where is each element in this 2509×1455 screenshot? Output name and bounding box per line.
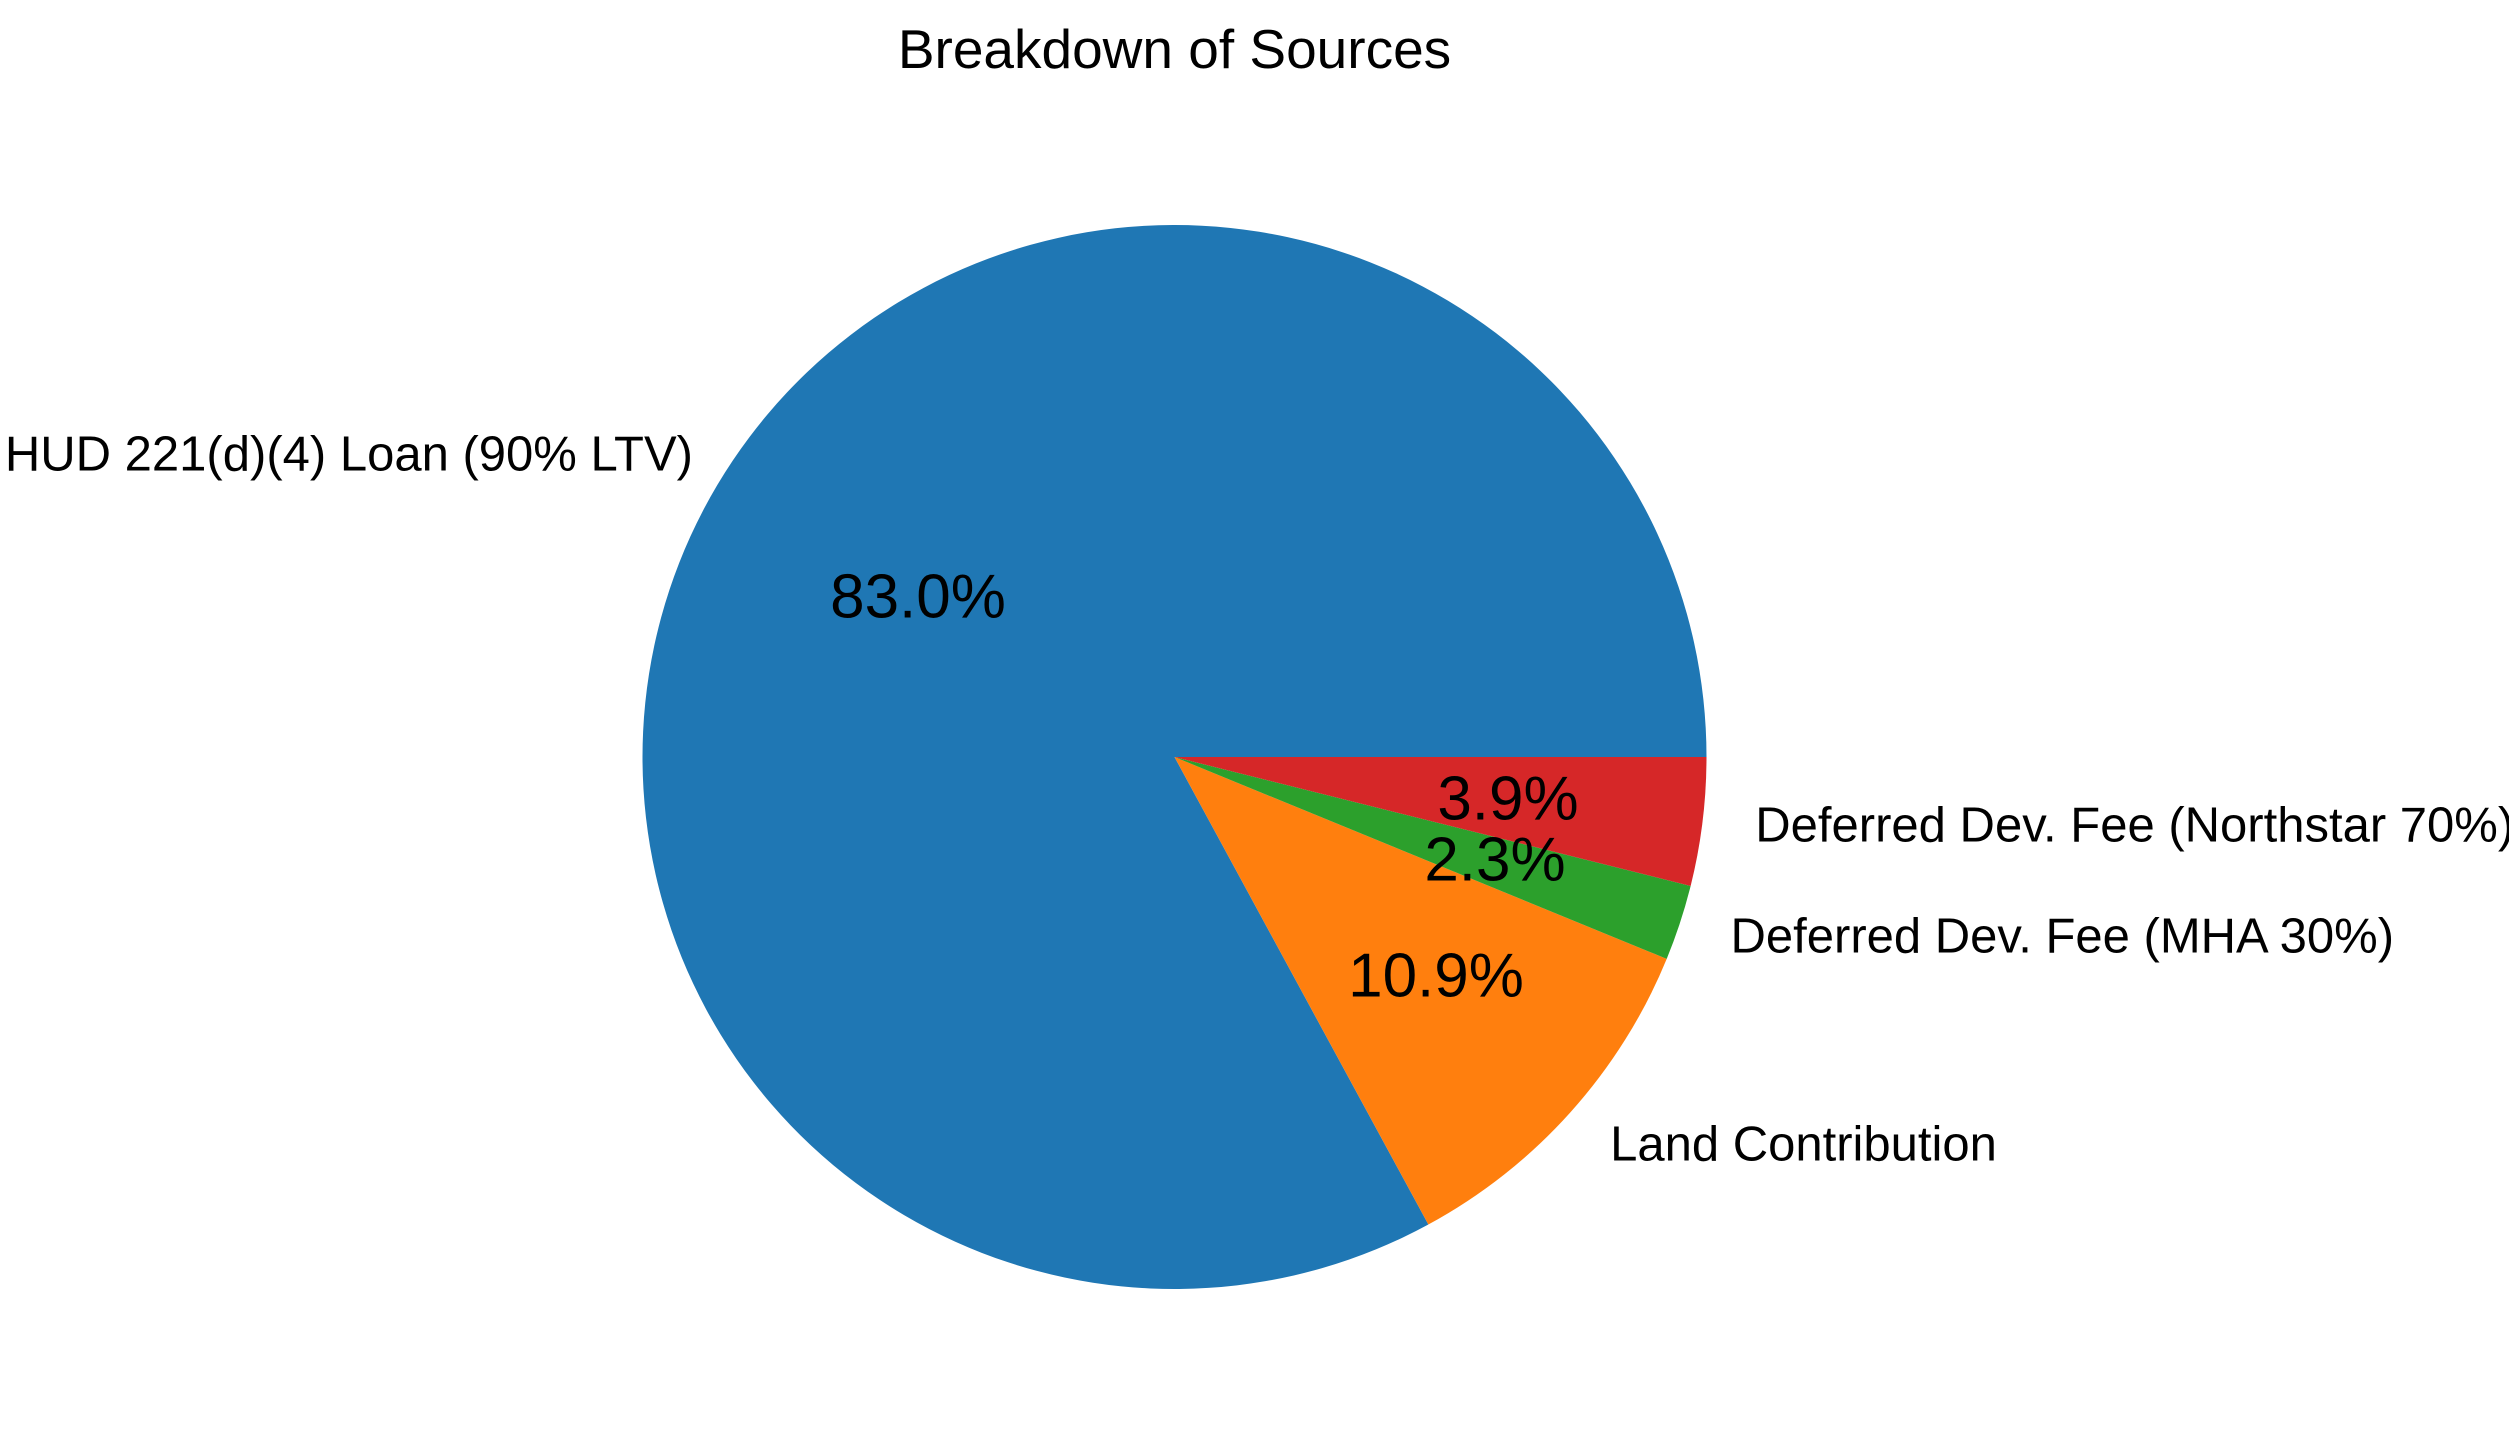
svg-text:83.0%: 83.0%	[830, 562, 1006, 631]
svg-text:HUD 221(d)(4) Loan (90% LTV): HUD 221(d)(4) Loan (90% LTV)	[5, 428, 693, 482]
svg-text:3.9%: 3.9%	[1437, 764, 1578, 833]
svg-text:Deferred Dev. Fee (Northstar 7: Deferred Dev. Fee (Northstar 70%)	[1755, 798, 2509, 852]
svg-text:10.9%: 10.9%	[1348, 941, 1524, 1010]
svg-text:2.3%: 2.3%	[1424, 825, 1565, 894]
svg-text:Land Contribution: Land Contribution	[1610, 1118, 1997, 1172]
svg-text:Deferred Dev. Fee (MHA 30%): Deferred Dev. Fee (MHA 30%)	[1731, 909, 2395, 963]
